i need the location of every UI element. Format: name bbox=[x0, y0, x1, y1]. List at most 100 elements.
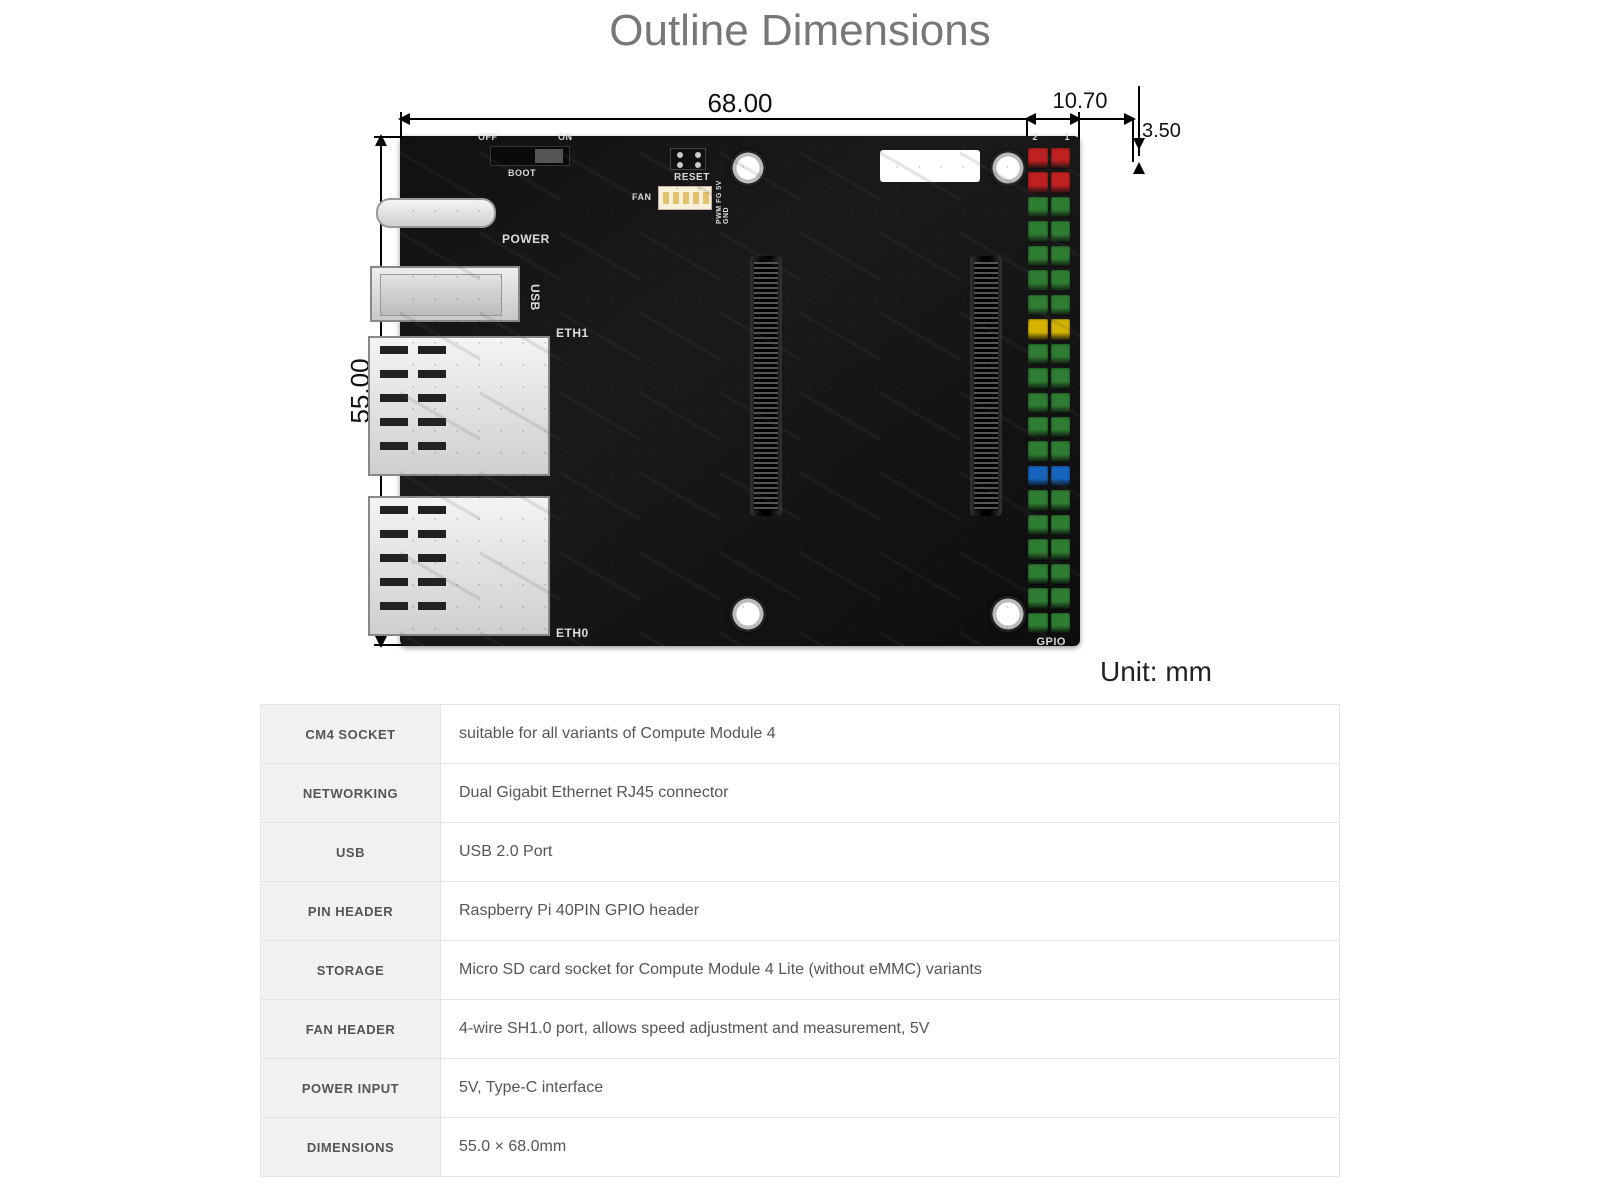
label-boot: BOOT bbox=[508, 168, 536, 178]
gpio-pin bbox=[1028, 417, 1048, 438]
gpio-pin bbox=[1051, 490, 1071, 511]
table-row: CM4 SOCKETsuitable for all variants of C… bbox=[261, 705, 1340, 764]
gpio-row bbox=[1028, 221, 1070, 242]
spec-label: USB bbox=[261, 823, 441, 882]
mounting-hole bbox=[730, 150, 766, 186]
gpio-row bbox=[1028, 417, 1070, 438]
boot-switch bbox=[490, 146, 570, 166]
table-row: USBUSB 2.0 Port bbox=[261, 823, 1340, 882]
gpio-pin bbox=[1051, 295, 1071, 316]
spec-value: 5V, Type-C interface bbox=[441, 1059, 1340, 1118]
gpio-row bbox=[1028, 319, 1070, 340]
dim-width: 68.00 bbox=[400, 88, 1080, 128]
gpio-pin bbox=[1028, 393, 1048, 414]
spec-label: NETWORKING bbox=[261, 764, 441, 823]
spec-label: POWER INPUT bbox=[261, 1059, 441, 1118]
gpio-pin bbox=[1051, 344, 1071, 365]
reset-header bbox=[670, 148, 706, 170]
spec-value: Micro SD card socket for Compute Module … bbox=[441, 941, 1340, 1000]
gpio-pin bbox=[1051, 564, 1071, 585]
gpio-pin bbox=[1028, 295, 1048, 316]
spec-label: PIN HEADER bbox=[261, 882, 441, 941]
spec-table: CM4 SOCKETsuitable for all variants of C… bbox=[260, 704, 1340, 1177]
gpio-pin bbox=[1051, 393, 1071, 414]
gpio-pin bbox=[1028, 319, 1048, 340]
cm4-connector bbox=[970, 256, 1002, 516]
spec-value: Dual Gigabit Ethernet RJ45 connector bbox=[441, 764, 1340, 823]
gpio-pin bbox=[1028, 441, 1048, 462]
gpio-pin bbox=[1051, 368, 1071, 389]
spec-label: CM4 SOCKET bbox=[261, 705, 441, 764]
gpio-pin bbox=[1051, 197, 1071, 218]
gpio-row bbox=[1028, 270, 1070, 291]
gpio-row bbox=[1028, 588, 1070, 609]
mounting-hole bbox=[730, 596, 766, 632]
label-eth0: ETH0 bbox=[556, 626, 589, 640]
gpio-pin bbox=[1028, 515, 1048, 536]
spec-value: USB 2.0 Port bbox=[441, 823, 1340, 882]
gpio-pin bbox=[1028, 490, 1048, 511]
gpio-pin bbox=[1051, 441, 1071, 462]
table-row: FAN HEADER4-wire SH1.0 port, allows spee… bbox=[261, 1000, 1340, 1059]
spec-value: suitable for all variants of Compute Mod… bbox=[441, 705, 1340, 764]
gpio-pin bbox=[1028, 564, 1048, 585]
spec-value: 4-wire SH1.0 port, allows speed adjustme… bbox=[441, 1000, 1340, 1059]
gpio-pin bbox=[1028, 148, 1048, 169]
label-usb: USB bbox=[528, 284, 542, 311]
ethernet-port-0 bbox=[368, 496, 550, 636]
gpio-pin bbox=[1051, 539, 1071, 560]
label-gpio: GPIO bbox=[1036, 636, 1066, 648]
label-reset: RESET bbox=[674, 172, 710, 183]
usb-port bbox=[370, 266, 520, 322]
gpio-pin bbox=[1028, 221, 1048, 242]
white-label-area bbox=[880, 150, 980, 182]
gpio-header bbox=[1026, 146, 1072, 636]
ethernet-port-1 bbox=[368, 336, 550, 476]
gpio-pin bbox=[1028, 588, 1048, 609]
gpio-row bbox=[1028, 295, 1070, 316]
gpio-pin bbox=[1051, 221, 1071, 242]
gpio-pin bbox=[1051, 466, 1071, 487]
label-boot-off: OFF bbox=[478, 132, 498, 142]
gpio-row bbox=[1028, 197, 1070, 218]
gpio-row bbox=[1028, 148, 1070, 169]
gpio-row bbox=[1028, 368, 1070, 389]
gpio-row bbox=[1028, 515, 1070, 536]
gpio-pin bbox=[1051, 319, 1071, 340]
gpio-row bbox=[1028, 393, 1070, 414]
gpio-row bbox=[1028, 441, 1070, 462]
label-col2: 2 bbox=[1032, 132, 1038, 142]
gpio-pin bbox=[1051, 246, 1071, 267]
label-power: POWER bbox=[502, 232, 550, 246]
gpio-row bbox=[1028, 564, 1070, 585]
gpio-row bbox=[1028, 613, 1070, 634]
gpio-pin bbox=[1051, 417, 1071, 438]
gpio-row bbox=[1028, 344, 1070, 365]
gpio-pin bbox=[1051, 515, 1071, 536]
label-fan: FAN bbox=[632, 192, 652, 202]
gpio-pin bbox=[1028, 270, 1048, 291]
type-c-port bbox=[376, 198, 496, 228]
spec-value: Raspberry Pi 40PIN GPIO header bbox=[441, 882, 1340, 941]
gpio-pin bbox=[1051, 588, 1071, 609]
table-row: PIN HEADERRaspberry Pi 40PIN GPIO header bbox=[261, 882, 1340, 941]
table-row: NETWORKINGDual Gigabit Ethernet RJ45 con… bbox=[261, 764, 1340, 823]
gpio-row bbox=[1028, 539, 1070, 560]
gpio-pin bbox=[1028, 368, 1048, 389]
gpio-pin bbox=[1028, 344, 1048, 365]
table-row: STORAGEMicro SD card socket for Compute … bbox=[261, 941, 1340, 1000]
spec-value: 55.0 × 68.0mm bbox=[441, 1118, 1340, 1177]
dim-gpio-offset-value: 10.70 bbox=[1026, 88, 1134, 114]
gpio-pin bbox=[1051, 148, 1071, 169]
gpio-row bbox=[1028, 246, 1070, 267]
table-row: POWER INPUT5V, Type-C interface bbox=[261, 1059, 1340, 1118]
gpio-pin bbox=[1028, 197, 1048, 218]
cm4-connector bbox=[750, 256, 782, 516]
dim-gpio-offset: 10.70 bbox=[1026, 88, 1134, 128]
spec-label: DIMENSIONS bbox=[261, 1118, 441, 1177]
gpio-pin bbox=[1051, 270, 1071, 291]
label-eth1: ETH1 bbox=[556, 326, 589, 340]
label-fan-pins: PWM FG 5V GND bbox=[716, 180, 730, 224]
dim-edge-margin: 3.50 bbox=[1138, 126, 1218, 156]
gpio-row bbox=[1028, 172, 1070, 193]
